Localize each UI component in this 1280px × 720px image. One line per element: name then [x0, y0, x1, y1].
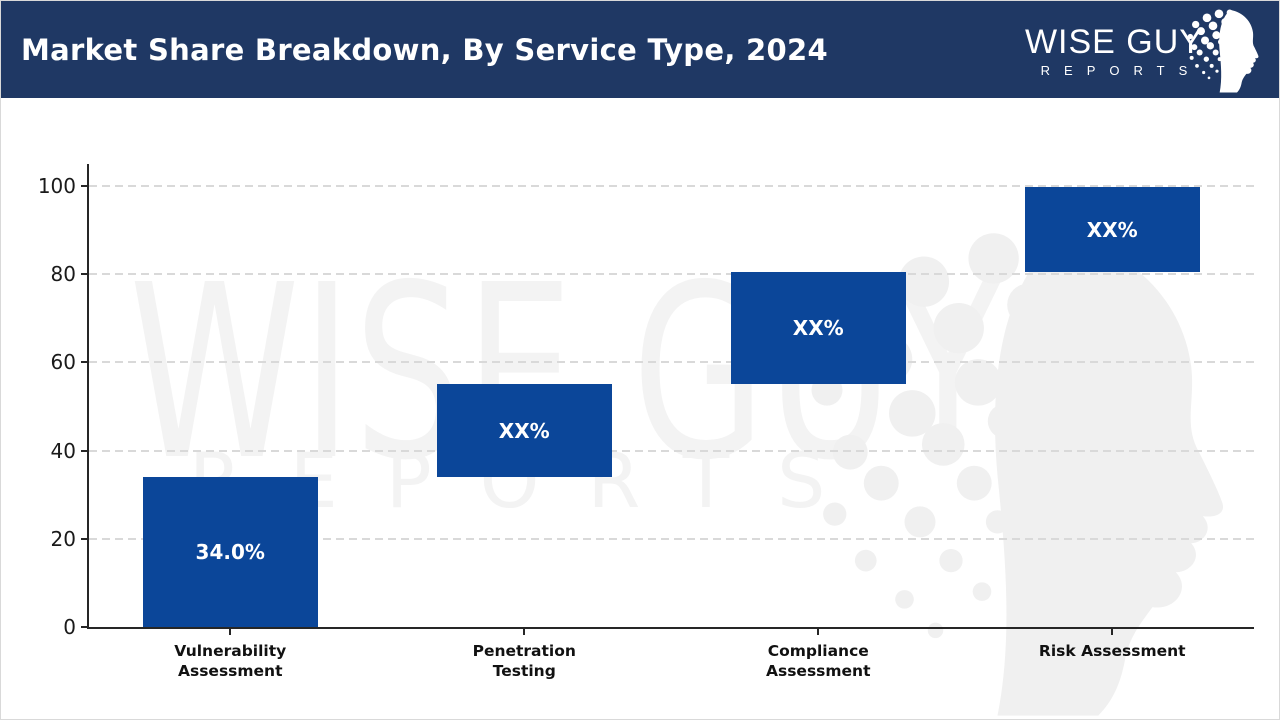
bar-value-label: XX%	[1086, 217, 1138, 242]
y-axis-tick	[81, 185, 88, 187]
y-axis-tick-label: 60	[50, 350, 76, 375]
x-axis-category-label: Penetration Testing	[472, 642, 576, 680]
y-axis-tick-label: 100	[37, 174, 76, 198]
gridline	[89, 537, 1254, 540]
waterfall-bar: XX%	[436, 384, 612, 478]
waterfall-bar: XX%	[1024, 187, 1200, 273]
x-axis-category-label: Compliance Assessment	[765, 642, 871, 680]
y-axis-tick	[81, 273, 88, 276]
y-axis-tick	[81, 537, 88, 540]
waterfall-bar: 34.0%	[142, 477, 318, 627]
x-axis-category-label: Vulnerability Assessment	[174, 642, 287, 680]
gridline	[89, 185, 1254, 187]
header-bar: Market Share Breakdown, By Service Type,…	[1, 1, 1279, 98]
logo-text: WISE GUY REPORTS	[1025, 23, 1203, 78]
y-axis-tick-label: 20	[50, 526, 76, 551]
x-axis-tick	[1111, 629, 1114, 635]
chart-title: Market Share Breakdown, By Service Type,…	[21, 32, 828, 67]
y-axis-tick-label: 80	[50, 262, 76, 287]
y-axis-spine	[87, 163, 89, 629]
x-axis-category-label: Risk Assessment	[1038, 642, 1186, 660]
x-axis-tick	[229, 629, 232, 635]
waterfall-bar: XX%	[730, 272, 906, 385]
gridline	[89, 449, 1254, 452]
x-axis-spine	[87, 627, 1254, 629]
bar-value-label: XX%	[792, 316, 844, 341]
gridline	[89, 273, 1254, 276]
y-axis-tick	[81, 449, 88, 452]
x-axis-tick	[523, 629, 526, 635]
x-axis-tick	[817, 629, 820, 635]
y-axis-tick-label: 40	[50, 438, 76, 463]
logo-wordmark: WISE GUY	[1024, 23, 1203, 61]
y-axis-tick	[81, 626, 88, 628]
gridline	[89, 361, 1254, 364]
bar-value-label: 34.0%	[195, 540, 265, 565]
y-axis-tick	[81, 361, 88, 364]
brand-logo: WISE GUY REPORTS	[1025, 7, 1265, 94]
y-axis-tick-label: 0	[63, 615, 76, 639]
bar-value-label: XX%	[498, 418, 550, 443]
logo-subtext: REPORTS	[1040, 63, 1202, 78]
